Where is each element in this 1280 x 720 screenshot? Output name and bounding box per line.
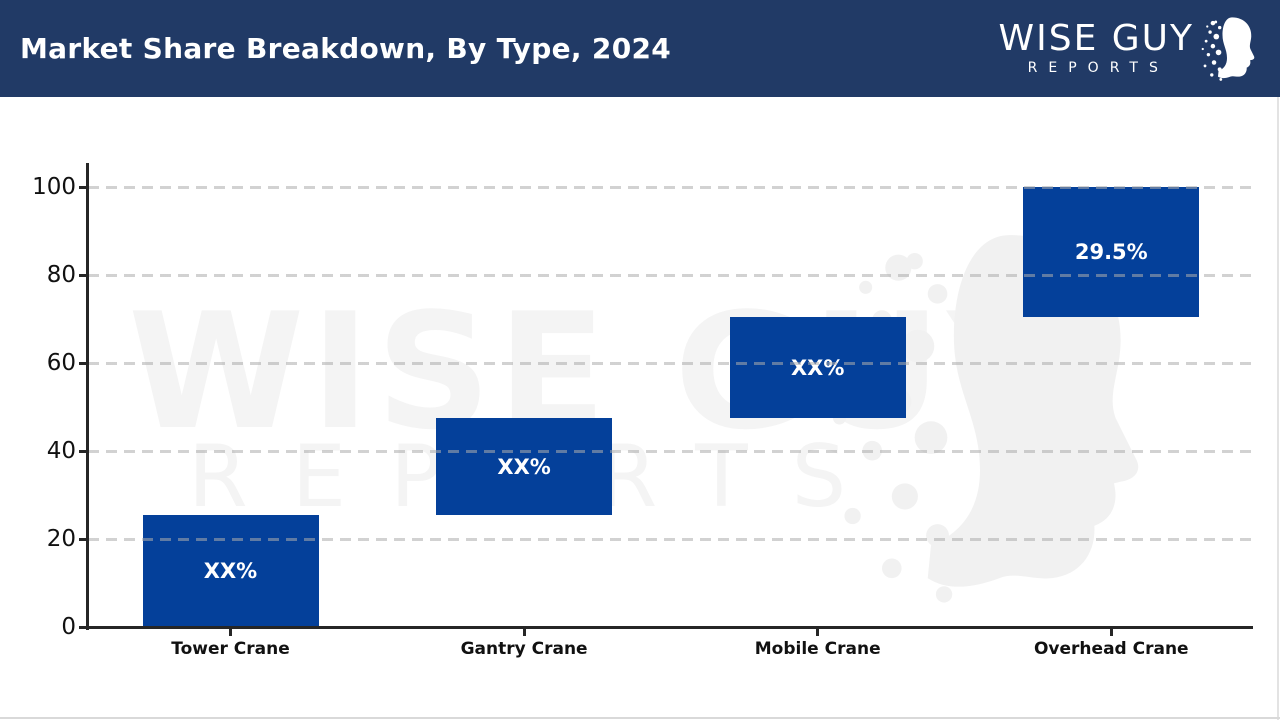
logo-sub-text: REPORTS	[1027, 60, 1169, 76]
y-tick-label: 60	[46, 350, 76, 376]
y-tick-label: 40	[46, 438, 76, 464]
y-tick-mark	[79, 274, 88, 277]
bar-segment-1: XX%	[142, 515, 319, 627]
y-axis-line	[86, 163, 89, 630]
y-tick-mark	[79, 362, 88, 365]
x-category-label: Gantry Crane	[460, 639, 588, 659]
gridline-60	[88, 362, 1253, 365]
y-tick-mark	[79, 538, 88, 541]
y-tick-mark	[79, 186, 88, 189]
x-tick-mark	[1109, 628, 1113, 636]
x-axis-line	[86, 626, 1253, 629]
y-tick-label: 0	[61, 614, 76, 640]
y-tick-mark	[79, 626, 88, 629]
bar-segment-2: XX%	[436, 418, 613, 516]
gridline-20	[88, 538, 1253, 541]
gridline-40	[88, 450, 1253, 453]
y-tick-mark	[79, 450, 88, 453]
bar-value-label: 29.5%	[1074, 239, 1148, 264]
y-tick-label: 100	[32, 174, 76, 200]
x-tick-mark	[522, 628, 526, 636]
logo-brand-text: WISE GUY	[998, 18, 1194, 59]
y-tick-label: 20	[46, 526, 76, 552]
x-category-label: Mobile Crane	[754, 639, 881, 659]
x-category-label: Overhead Crane	[1033, 639, 1189, 659]
bar-segment-4: 29.5%	[1023, 187, 1200, 317]
x-tick-mark	[229, 628, 232, 636]
bar-segment-3: XX%	[729, 316, 906, 419]
logo-text: WISE GUY REPORTS	[998, 18, 1195, 77]
gridline-80	[88, 274, 1253, 277]
brand-logo: WISE GUY REPORTS	[999, 14, 1259, 84]
gridline-100	[88, 186, 1253, 189]
logo-face-icon	[1201, 16, 1255, 81]
x-tick-mark	[816, 628, 820, 636]
y-tick-label: 80	[46, 262, 76, 288]
bar-value-label: XX%	[790, 355, 845, 380]
chart-title: Market Share Breakdown, By Type, 2024	[20, 32, 672, 65]
header-bar: Market Share Breakdown, By Type, 2024 WI…	[0, 0, 1280, 97]
x-category-label: Tower Crane	[171, 639, 290, 659]
bar-value-label: XX%	[497, 454, 551, 479]
bar-value-label: XX%	[203, 559, 258, 584]
